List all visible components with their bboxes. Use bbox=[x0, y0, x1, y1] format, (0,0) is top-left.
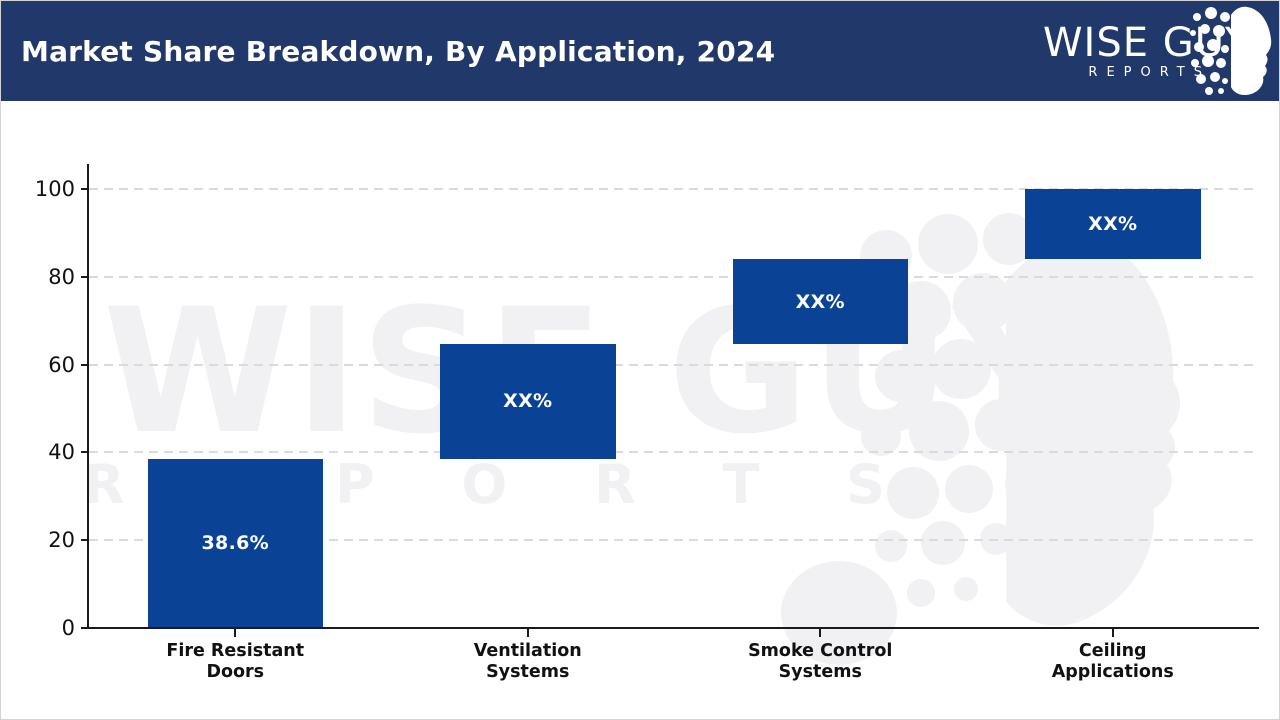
y-axis-tick bbox=[81, 451, 89, 454]
y-axis-tick-label: 0 bbox=[61, 616, 75, 640]
y-axis-tick-label: 40 bbox=[48, 440, 75, 465]
bar: 38.6% bbox=[147, 458, 323, 628]
y-axis-tick bbox=[81, 187, 89, 190]
category-label: Ventilation Systems bbox=[473, 641, 582, 682]
y-axis-tick bbox=[81, 363, 89, 366]
chart: WISE GUY R E P O R T S 38.6% XX% XX% XX% 0 bbox=[1, 101, 1279, 719]
bar: XX% bbox=[440, 344, 616, 459]
wiseguy-logo: WISE GUY REPORTS bbox=[1013, 1, 1273, 101]
x-axis-tick bbox=[526, 629, 529, 637]
gridline bbox=[89, 187, 1259, 190]
bar: XX% bbox=[732, 259, 908, 345]
y-axis-tick bbox=[81, 627, 89, 629]
bar-value-label: XX% bbox=[795, 290, 845, 313]
y-axis-tick-label: 60 bbox=[48, 352, 75, 377]
category-label: Fire Resistant Doors bbox=[166, 641, 305, 682]
y-axis-tick-label: 100 bbox=[34, 176, 75, 201]
y-axis-tick bbox=[81, 539, 89, 542]
bar-value-label: 38.6% bbox=[201, 532, 269, 555]
category-label: Smoke Control Systems bbox=[748, 641, 893, 682]
y-axis-tick bbox=[81, 275, 89, 278]
logo-face-icon bbox=[1190, 6, 1272, 95]
bar: XX% bbox=[1025, 188, 1201, 260]
y-axis-tick-label: 20 bbox=[48, 528, 75, 553]
header: Market Share Breakdown, By Application, … bbox=[1, 1, 1279, 101]
gridline bbox=[89, 363, 1259, 366]
bar-value-label: XX% bbox=[1088, 213, 1138, 236]
page-title: Market Share Breakdown, By Application, … bbox=[21, 34, 776, 68]
x-axis-tick bbox=[234, 629, 237, 637]
y-axis-tick-label: 80 bbox=[48, 264, 75, 289]
bar-value-label: XX% bbox=[503, 390, 553, 413]
y-axis-spine bbox=[87, 164, 89, 629]
gridline bbox=[89, 451, 1259, 454]
x-axis-tick bbox=[819, 629, 822, 637]
gridline bbox=[89, 539, 1259, 542]
x-axis-spine bbox=[87, 627, 1259, 629]
x-axis-tick bbox=[1111, 629, 1114, 637]
category-label: Ceiling Applications bbox=[1051, 641, 1174, 682]
logo-subtext: REPORTS bbox=[1088, 65, 1212, 80]
gridline bbox=[89, 275, 1259, 278]
